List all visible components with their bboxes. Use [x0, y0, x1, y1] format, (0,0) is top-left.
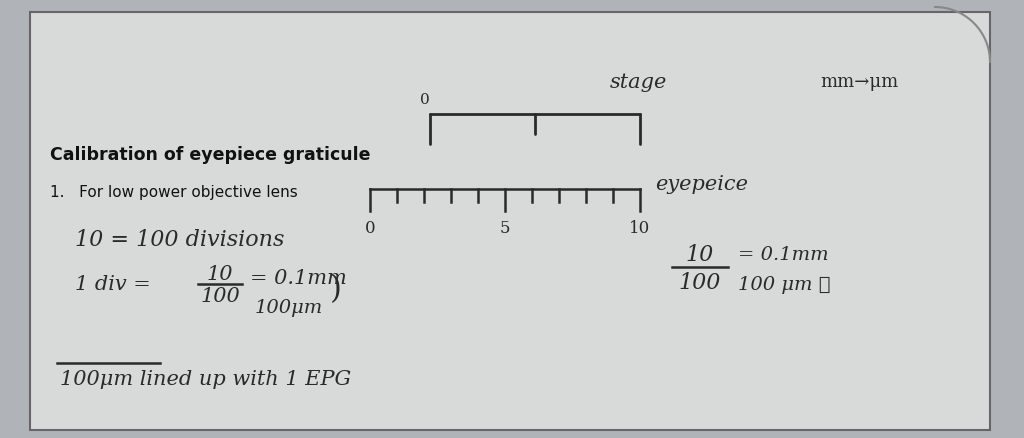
Text: 0: 0: [365, 219, 376, 237]
Text: ): ): [330, 274, 342, 305]
Text: 100: 100: [679, 272, 721, 293]
Text: eyepeice: eyepeice: [655, 175, 748, 194]
Text: = 0.1mm: = 0.1mm: [738, 245, 828, 263]
Text: 1 div =: 1 div =: [75, 275, 158, 294]
Text: Calibration of eyepiece graticule: Calibration of eyepiece graticule: [50, 146, 371, 164]
Text: 100 μm ℓ: 100 μm ℓ: [738, 276, 830, 293]
Text: 5: 5: [500, 219, 510, 237]
Text: 1.   For low power objective lens: 1. For low power objective lens: [50, 185, 298, 200]
Text: 100μm lined up with 1 EPG: 100μm lined up with 1 EPG: [60, 370, 351, 389]
Text: 100μm: 100μm: [255, 298, 324, 316]
Text: 10: 10: [686, 244, 714, 265]
Text: 0: 0: [420, 93, 430, 107]
Text: mm→μm: mm→μm: [820, 73, 898, 91]
Text: 10 = 100 divisions: 10 = 100 divisions: [75, 229, 285, 251]
Text: = 0.1mm: = 0.1mm: [250, 268, 347, 287]
FancyBboxPatch shape: [30, 13, 990, 430]
Text: stage: stage: [610, 72, 668, 91]
Text: 100: 100: [200, 286, 240, 305]
Text: 10: 10: [630, 219, 650, 237]
Text: 10: 10: [207, 265, 233, 284]
